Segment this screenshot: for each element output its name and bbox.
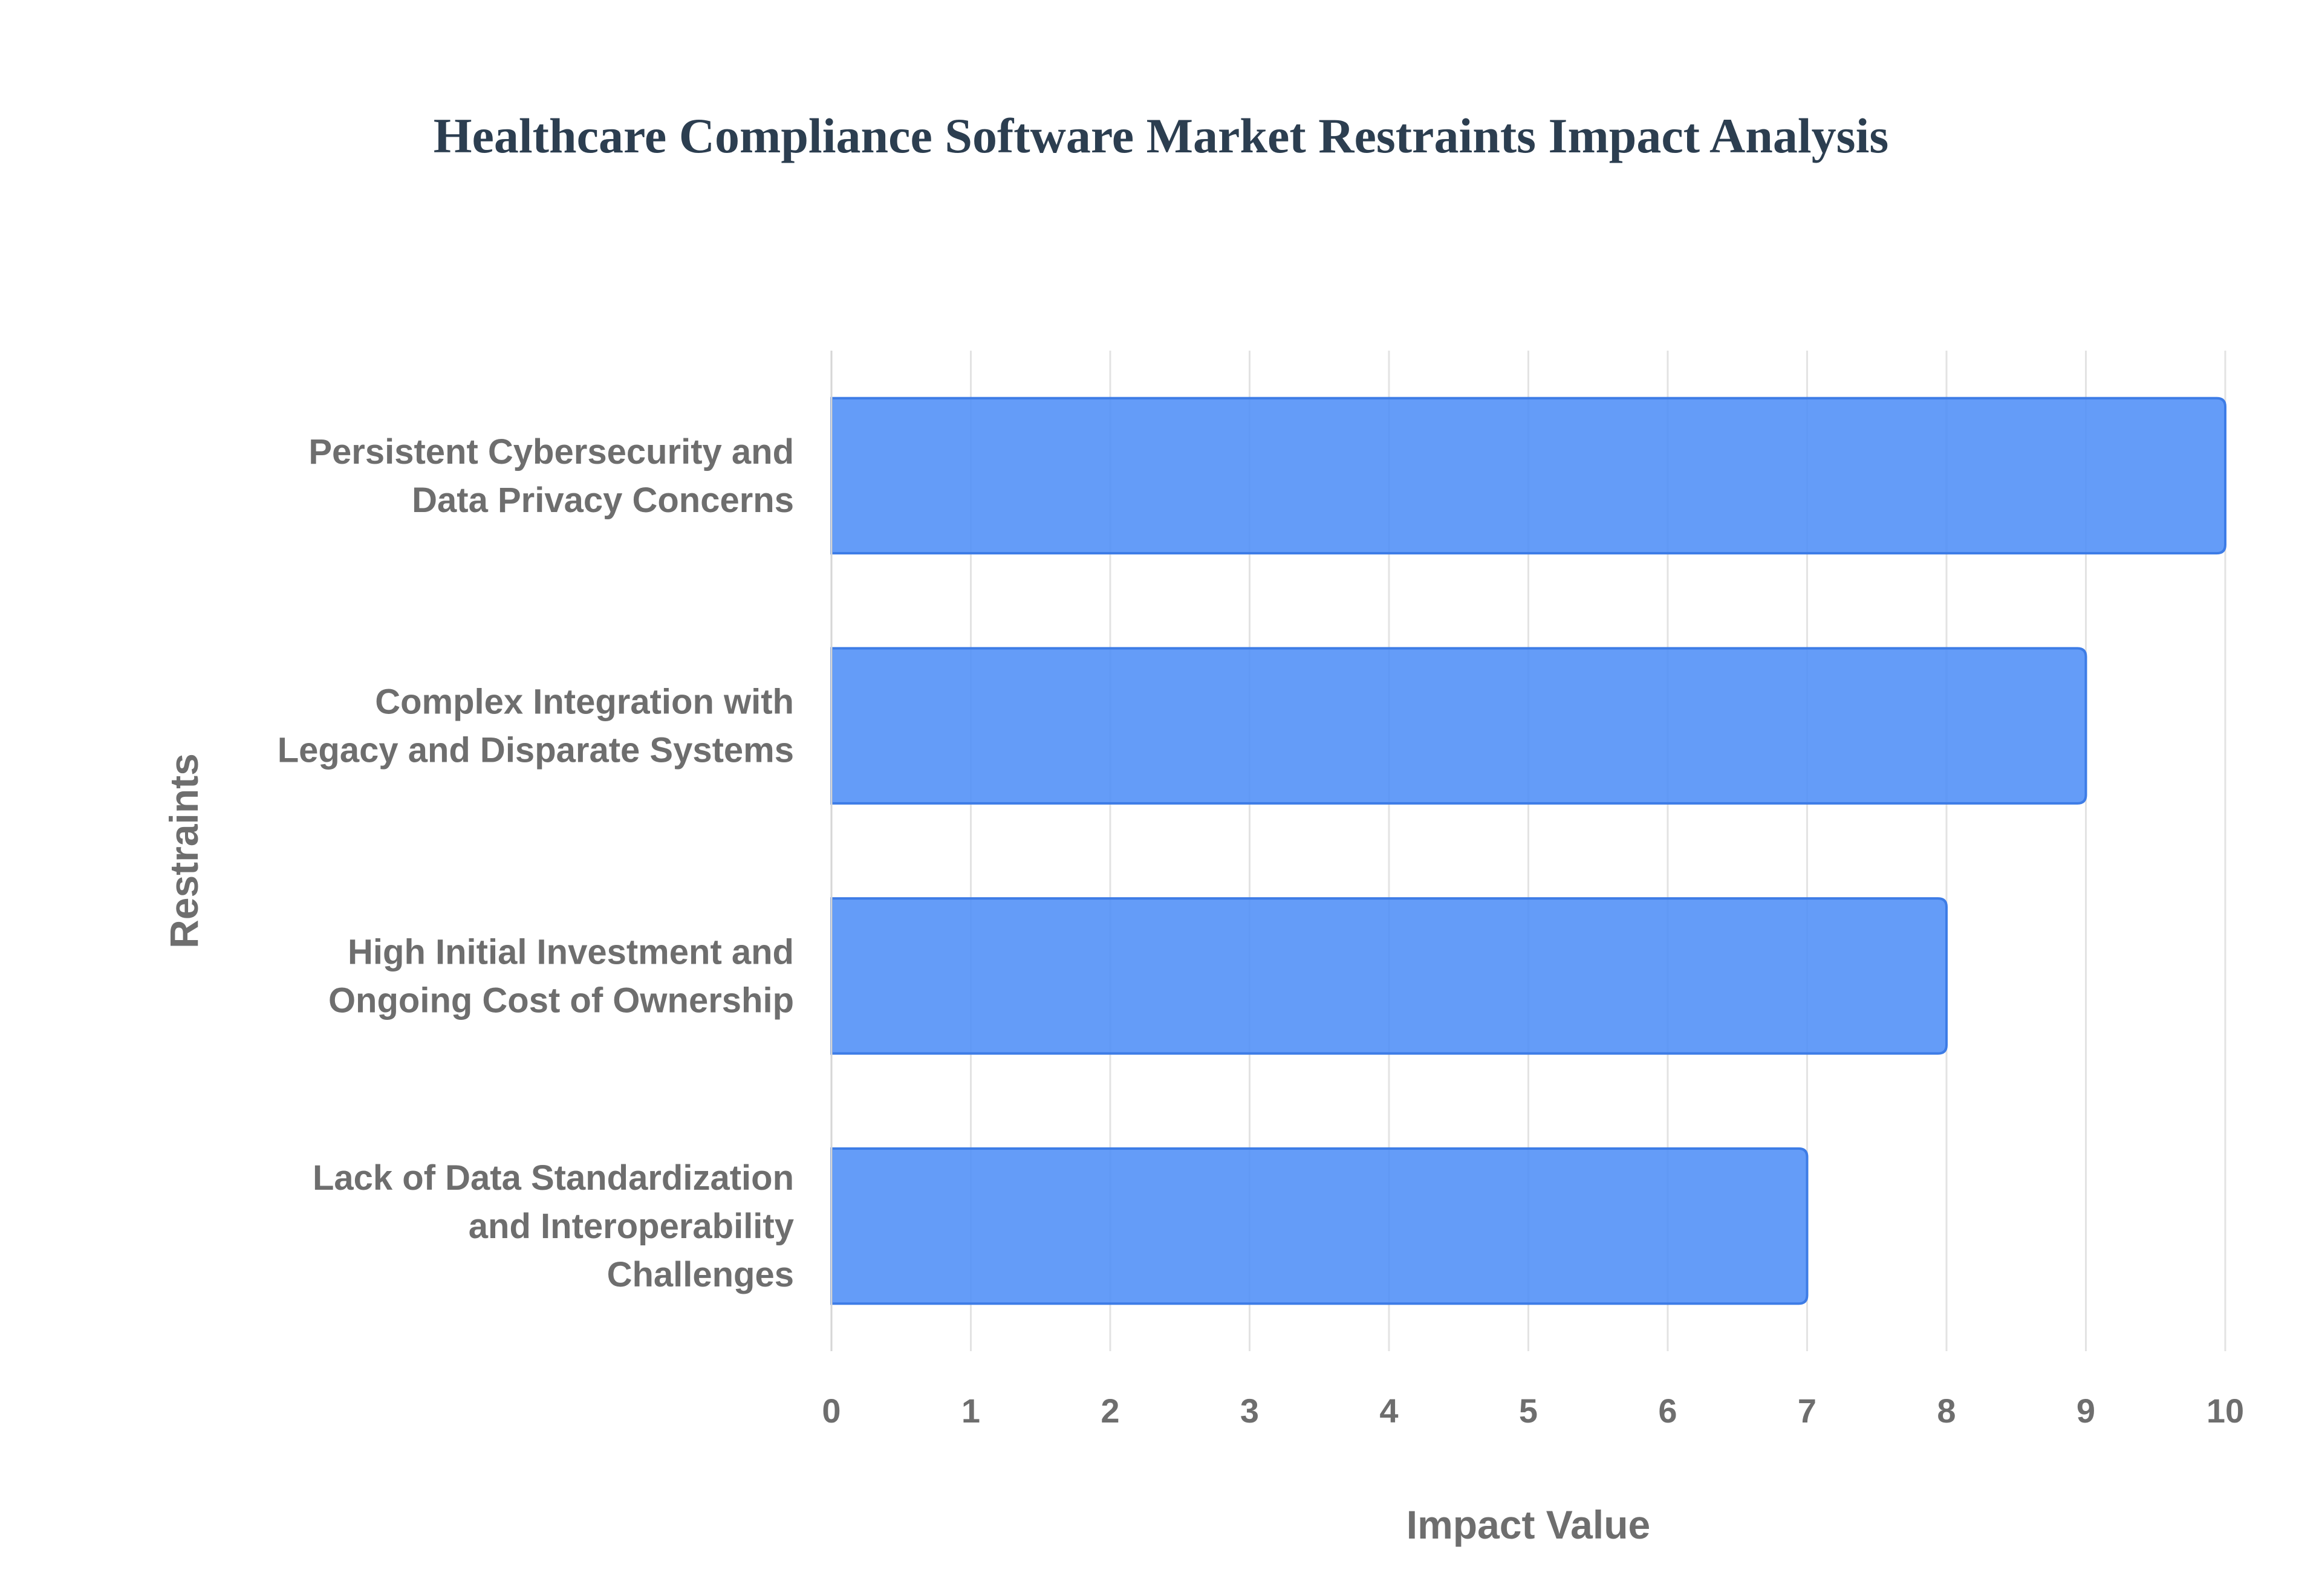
category-label-line: Challenges [607, 1255, 794, 1294]
category-label: High Initial Investment and Ongoing Cost … [328, 932, 794, 1020]
category-label: Complex Integration with Legacy and Dispa… [278, 683, 794, 770]
category-label-line: and Interoperability [469, 1207, 794, 1246]
category-label-line: Legacy and Disparate Systems [278, 731, 794, 770]
x-axis-title: Impact Value [1407, 1502, 1651, 1547]
bar [830, 397, 2226, 555]
category-label-line: Data Privacy Concerns [412, 481, 794, 520]
x-tick-label: 9 [2076, 1392, 2095, 1430]
category-label-line: Ongoing Cost of Ownership [328, 981, 794, 1020]
x-tick-label: 6 [1658, 1392, 1677, 1430]
category-label-line: Lack of Data Standardization [313, 1158, 794, 1198]
x-tick-label: 10 [2207, 1392, 2244, 1430]
x-tick-label: 4 [1379, 1392, 1398, 1430]
bar [830, 1147, 1809, 1305]
x-tick-label: 5 [1519, 1392, 1538, 1430]
y-axis-title: Restraints [161, 753, 206, 949]
x-tick-label: 8 [1937, 1392, 1956, 1430]
bar [830, 647, 2087, 805]
x-tick-label: 3 [1240, 1392, 1259, 1430]
x-tick-label: 0 [822, 1392, 841, 1430]
x-tick-label: 7 [1798, 1392, 1816, 1430]
bars [830, 397, 2226, 1305]
labels: 0 1 2 3 4 5 6 7 8 9 10 Persistent Cybersecurity and… [161, 432, 2244, 1547]
category-label-line: Persistent Cybersecurity and [308, 432, 794, 472]
chart-title: Healthcare Compliance Software Market Re… [433, 108, 1889, 163]
category-label: Lack of Data Standardization and Interope… [313, 1158, 794, 1294]
category-label: Persistent Cybersecurity and Data Privacy… [308, 432, 794, 520]
category-label-line: Complex Integration with [375, 683, 794, 722]
category-label-line: High Initial Investment and [348, 932, 794, 972]
x-tick-label: 2 [1101, 1392, 1119, 1430]
bar [830, 897, 1948, 1055]
x-tick-label: 1 [961, 1392, 980, 1430]
